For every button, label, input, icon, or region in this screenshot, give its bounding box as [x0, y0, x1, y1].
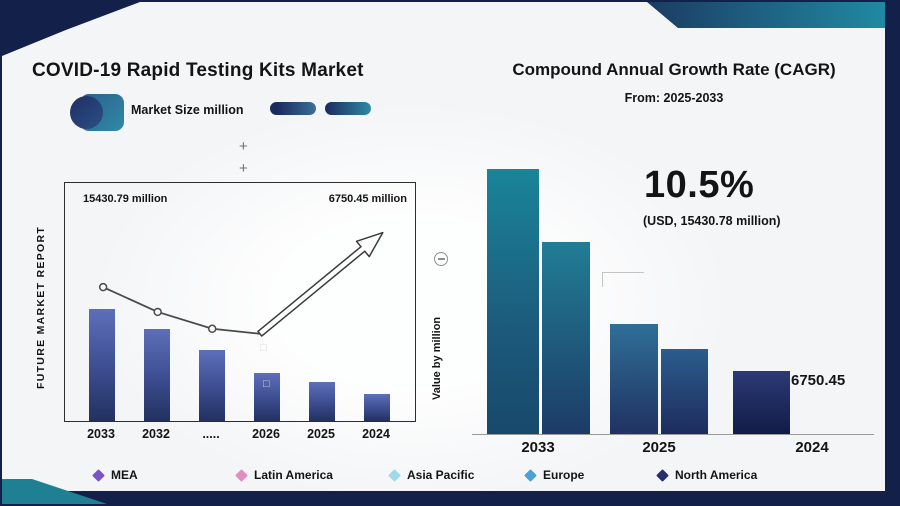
frame-strip-right: [885, 2, 898, 504]
legend-item-label: North America: [675, 468, 758, 482]
x-label: 2024: [362, 427, 390, 441]
vertical-watermark: FUTURE MARKET REPORT: [35, 225, 47, 389]
bar-2024: [733, 371, 790, 434]
market-size-bars: [65, 309, 415, 421]
corner-decoration-top-right: [647, 2, 885, 28]
legend-item-label: Asia Pacific: [407, 468, 475, 482]
bar-2024: [364, 394, 390, 421]
cagr-title: Compound Annual Growth Rate (CAGR): [512, 60, 836, 79]
bar-2033-b: [542, 242, 590, 434]
legend-item-europe[interactable]: Europe: [524, 468, 585, 482]
bar-2032: [144, 329, 170, 421]
diamond-icon: [524, 468, 537, 482]
market-size-icon: [70, 94, 124, 131]
x-label: 2026: [252, 427, 280, 441]
cagr-x-label-2025: 2025: [642, 439, 676, 456]
y-axis-label: Value by million: [431, 316, 443, 400]
legend-pill-left[interactable]: [270, 102, 316, 115]
diamond-icon: [235, 468, 248, 482]
bar-2025: [309, 382, 335, 421]
trend-line-arrow: [98, 231, 384, 337]
market-size-x-labels: 2033 2032 ..... 2026 2025 2024: [64, 427, 416, 441]
cagr-value: 10.5%: [644, 164, 755, 206]
cagr-bars: [472, 169, 874, 434]
bar-2026: [254, 373, 280, 421]
bracket-decoration: [602, 272, 644, 287]
x-label: 2032: [142, 427, 170, 441]
bar-2033: [89, 309, 115, 421]
annotation-end-value: 6750.45 million: [328, 193, 407, 205]
faint-glyph-1: □: [260, 342, 267, 354]
legend-item-north-america[interactable]: North America: [656, 468, 758, 482]
legend-item-label: MEA: [111, 468, 138, 482]
diamond-icon: [388, 468, 401, 482]
market-size-chart: 15430.79 million 6750.45 million: [64, 182, 416, 422]
bar-2025-b: [661, 349, 708, 434]
cagr-subtitle: From: 2025-2033: [624, 91, 724, 105]
bar-mid: [199, 350, 225, 421]
background-blob: [92, 102, 732, 502]
x-label: 2025: [307, 427, 335, 441]
cagr-detail: (USD, 15430.78 million): [643, 214, 781, 228]
market-size-legend-label: Market Size million: [131, 103, 244, 117]
legend-item-mea[interactable]: MEA: [92, 468, 138, 482]
x-label: .....: [202, 427, 220, 441]
cagr-x-label-2024: 2024: [795, 439, 829, 456]
faint-glyph-2: □: [263, 378, 270, 390]
plus-decoration-2: +: [239, 160, 248, 177]
legend-pills: [270, 102, 371, 115]
x-label: 2033: [87, 427, 115, 441]
bar-2025-a: [610, 324, 658, 434]
legend-pill-right[interactable]: [325, 102, 371, 115]
legend-item-latin-america[interactable]: Latin America: [235, 468, 333, 482]
diamond-icon: [92, 468, 105, 482]
page-title: COVID-19 Rapid Testing Kits Market: [32, 60, 364, 81]
diamond-icon: [656, 468, 669, 482]
legend-item-asia-pacific[interactable]: Asia Pacific: [388, 468, 475, 482]
legend-item-label: Latin America: [254, 468, 333, 482]
frame-strip-bottom: [2, 491, 898, 504]
legend-item-label: Europe: [543, 468, 585, 482]
annotation-start-value: 15430.79 million: [83, 193, 168, 205]
plus-decoration-1: +: [239, 138, 248, 155]
minus-circle-icon: [434, 252, 448, 266]
bar-2024-value-label: 6750.45: [791, 372, 846, 389]
market-size-icon-front: [70, 96, 103, 129]
cagr-baseline: [472, 434, 874, 435]
bar-2033-a: [487, 169, 539, 434]
corner-decoration-top-left: [2, 2, 140, 56]
cagr-x-label-2033: 2033: [521, 439, 555, 456]
